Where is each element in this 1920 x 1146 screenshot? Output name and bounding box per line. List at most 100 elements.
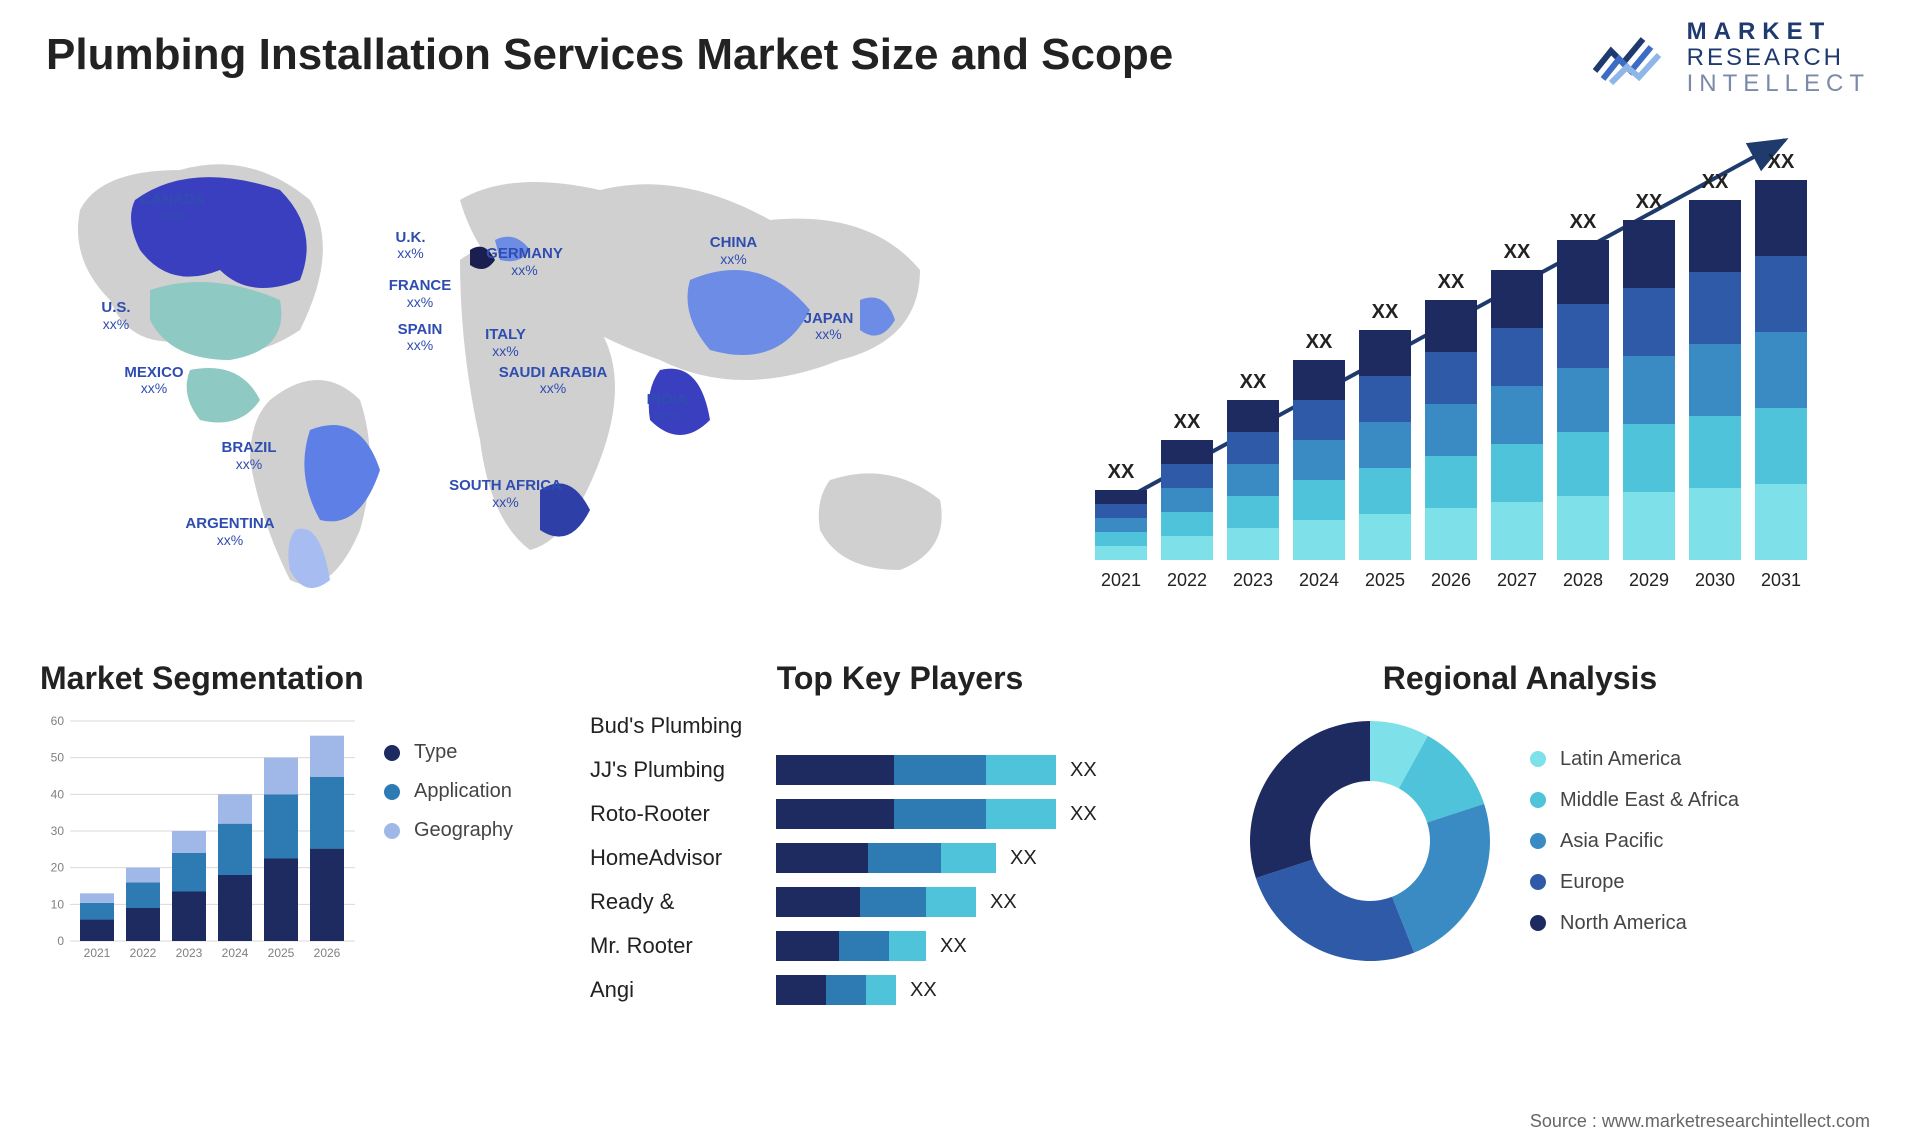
player-bar-row: XX — [776, 931, 1210, 961]
svg-text:2021: 2021 — [1101, 570, 1141, 590]
logo-icon — [1593, 31, 1673, 85]
player-bar-row: XX — [776, 799, 1210, 829]
svg-text:XX: XX — [1108, 461, 1135, 483]
player-bar-segment — [926, 887, 976, 917]
svg-text:2025: 2025 — [1365, 570, 1405, 590]
svg-text:40: 40 — [51, 787, 65, 801]
regional-legend: Latin America Middle East & Africa Asia Pa… — [1530, 748, 1739, 935]
svg-text:XX: XX — [1570, 211, 1597, 233]
logo-line-1: MARKET — [1687, 20, 1870, 44]
regional-title: Regional Analysis — [1240, 660, 1800, 697]
map-label-argentina: ARGENTINAxx% — [185, 516, 274, 548]
svg-text:XX: XX — [1636, 191, 1663, 213]
logo-line-3: INTELLECT — [1687, 72, 1870, 96]
player-bar-segment — [826, 975, 866, 1005]
map-label-germany: GERMANYxx% — [486, 246, 563, 278]
svg-text:2024: 2024 — [222, 946, 249, 960]
player-name: Mr. Rooter — [590, 931, 760, 961]
legend-label: Latin America — [1560, 748, 1681, 771]
map-label-brazil: BRAZILxx% — [222, 440, 277, 472]
segmentation-legend: TypeApplicationGeography — [384, 741, 513, 842]
map-label-italy: ITALYxx% — [485, 327, 526, 359]
player-bar-segment — [941, 843, 996, 873]
legend-dot-icon — [1530, 915, 1546, 931]
svg-text:2024: 2024 — [1299, 570, 1339, 590]
player-name: HomeAdvisor — [590, 843, 760, 873]
map-label-u.s.: U.S.xx% — [101, 300, 130, 332]
source-attribution: Source : www.marketresearchintellect.com — [1530, 1111, 1870, 1132]
legend-label: Type — [414, 741, 457, 764]
svg-text:XX: XX — [1702, 171, 1729, 193]
player-bar-segment — [776, 843, 868, 873]
player-name: Bud's Plumbing — [590, 711, 760, 741]
player-bar — [776, 755, 1056, 785]
map-label-china: CHINAxx% — [710, 235, 758, 267]
svg-text:XX: XX — [1174, 411, 1201, 433]
players-bars: XXXXXXXXXXXX — [776, 711, 1210, 1005]
world-map: CANADAxx%U.S.xx%MEXICOxx%BRAZILxx%ARGENT… — [40, 100, 990, 640]
legend-dot-icon — [384, 784, 400, 800]
brand-logo: MARKET RESEARCH INTELLECT — [1593, 20, 1870, 96]
regional-donut — [1240, 711, 1500, 971]
player-name: Roto-Rooter — [590, 799, 760, 829]
svg-text:2026: 2026 — [314, 946, 341, 960]
legend-dot-icon — [384, 823, 400, 839]
player-bar-segment — [860, 887, 926, 917]
player-value: XX — [990, 891, 1017, 914]
regional-legend-item: North America — [1530, 912, 1739, 935]
player-bar-segment — [894, 755, 986, 785]
player-name: JJ's Plumbing — [590, 755, 760, 785]
player-bar — [776, 975, 896, 1005]
map-label-japan: JAPANxx% — [804, 311, 854, 343]
svg-text:XX: XX — [1240, 371, 1267, 393]
legend-label: Asia Pacific — [1560, 830, 1663, 853]
svg-text:XX: XX — [1372, 301, 1399, 323]
svg-text:50: 50 — [51, 751, 65, 765]
segmentation-legend-item: Geography — [384, 819, 513, 842]
legend-dot-icon — [1530, 874, 1546, 890]
player-bar-segment — [776, 887, 860, 917]
player-bar-row: XX — [776, 843, 1210, 873]
player-bar-segment — [894, 799, 986, 829]
svg-text:2027: 2027 — [1497, 570, 1537, 590]
map-label-spain: SPAINxx% — [398, 322, 443, 354]
svg-text:2029: 2029 — [1629, 570, 1669, 590]
player-bar-segment — [776, 931, 839, 961]
svg-text:10: 10 — [51, 897, 65, 911]
legend-dot-icon — [1530, 833, 1546, 849]
svg-text:60: 60 — [51, 714, 65, 728]
map-label-saudi-arabia: SAUDI ARABIAxx% — [499, 365, 608, 397]
player-bar-segment — [776, 755, 894, 785]
player-name: Ready & — [590, 887, 760, 917]
player-bar-segment — [986, 799, 1056, 829]
regional-legend-item: Europe — [1530, 871, 1739, 894]
player-bar — [776, 887, 976, 917]
svg-text:XX: XX — [1438, 271, 1465, 293]
svg-text:2031: 2031 — [1761, 570, 1801, 590]
legend-dot-icon — [1530, 792, 1546, 808]
players-title: Top Key Players — [590, 660, 1210, 697]
player-bar-row — [776, 711, 1210, 741]
svg-text:2025: 2025 — [268, 946, 295, 960]
map-label-south-africa: SOUTH AFRICAxx% — [449, 478, 562, 510]
svg-text:XX: XX — [1504, 241, 1531, 263]
svg-text:2022: 2022 — [130, 946, 157, 960]
player-bar-row: XX — [776, 975, 1210, 1005]
player-bar-segment — [986, 755, 1056, 785]
growth-chart: XX2021XX2022XX2023XX2024XX2025XX2026XX20… — [1010, 100, 1880, 640]
player-value: XX — [910, 979, 937, 1002]
legend-dot-icon — [1530, 751, 1546, 767]
legend-label: Europe — [1560, 871, 1625, 894]
svg-text:2030: 2030 — [1695, 570, 1735, 590]
legend-dot-icon — [384, 745, 400, 761]
player-bar-segment — [839, 931, 889, 961]
svg-text:2023: 2023 — [1233, 570, 1273, 590]
regional-legend-item: Latin America — [1530, 748, 1739, 771]
logo-line-2: RESEARCH — [1687, 46, 1870, 70]
svg-text:XX: XX — [1768, 151, 1795, 173]
players-names: Bud's Plumbing JJ's Plumbing Roto-Rooter Ho… — [590, 711, 760, 1005]
player-bar-segment — [776, 799, 894, 829]
regional-legend-item: Middle East & Africa — [1530, 789, 1739, 812]
segmentation-title: Market Segmentation — [40, 660, 560, 697]
player-bar — [776, 931, 926, 961]
